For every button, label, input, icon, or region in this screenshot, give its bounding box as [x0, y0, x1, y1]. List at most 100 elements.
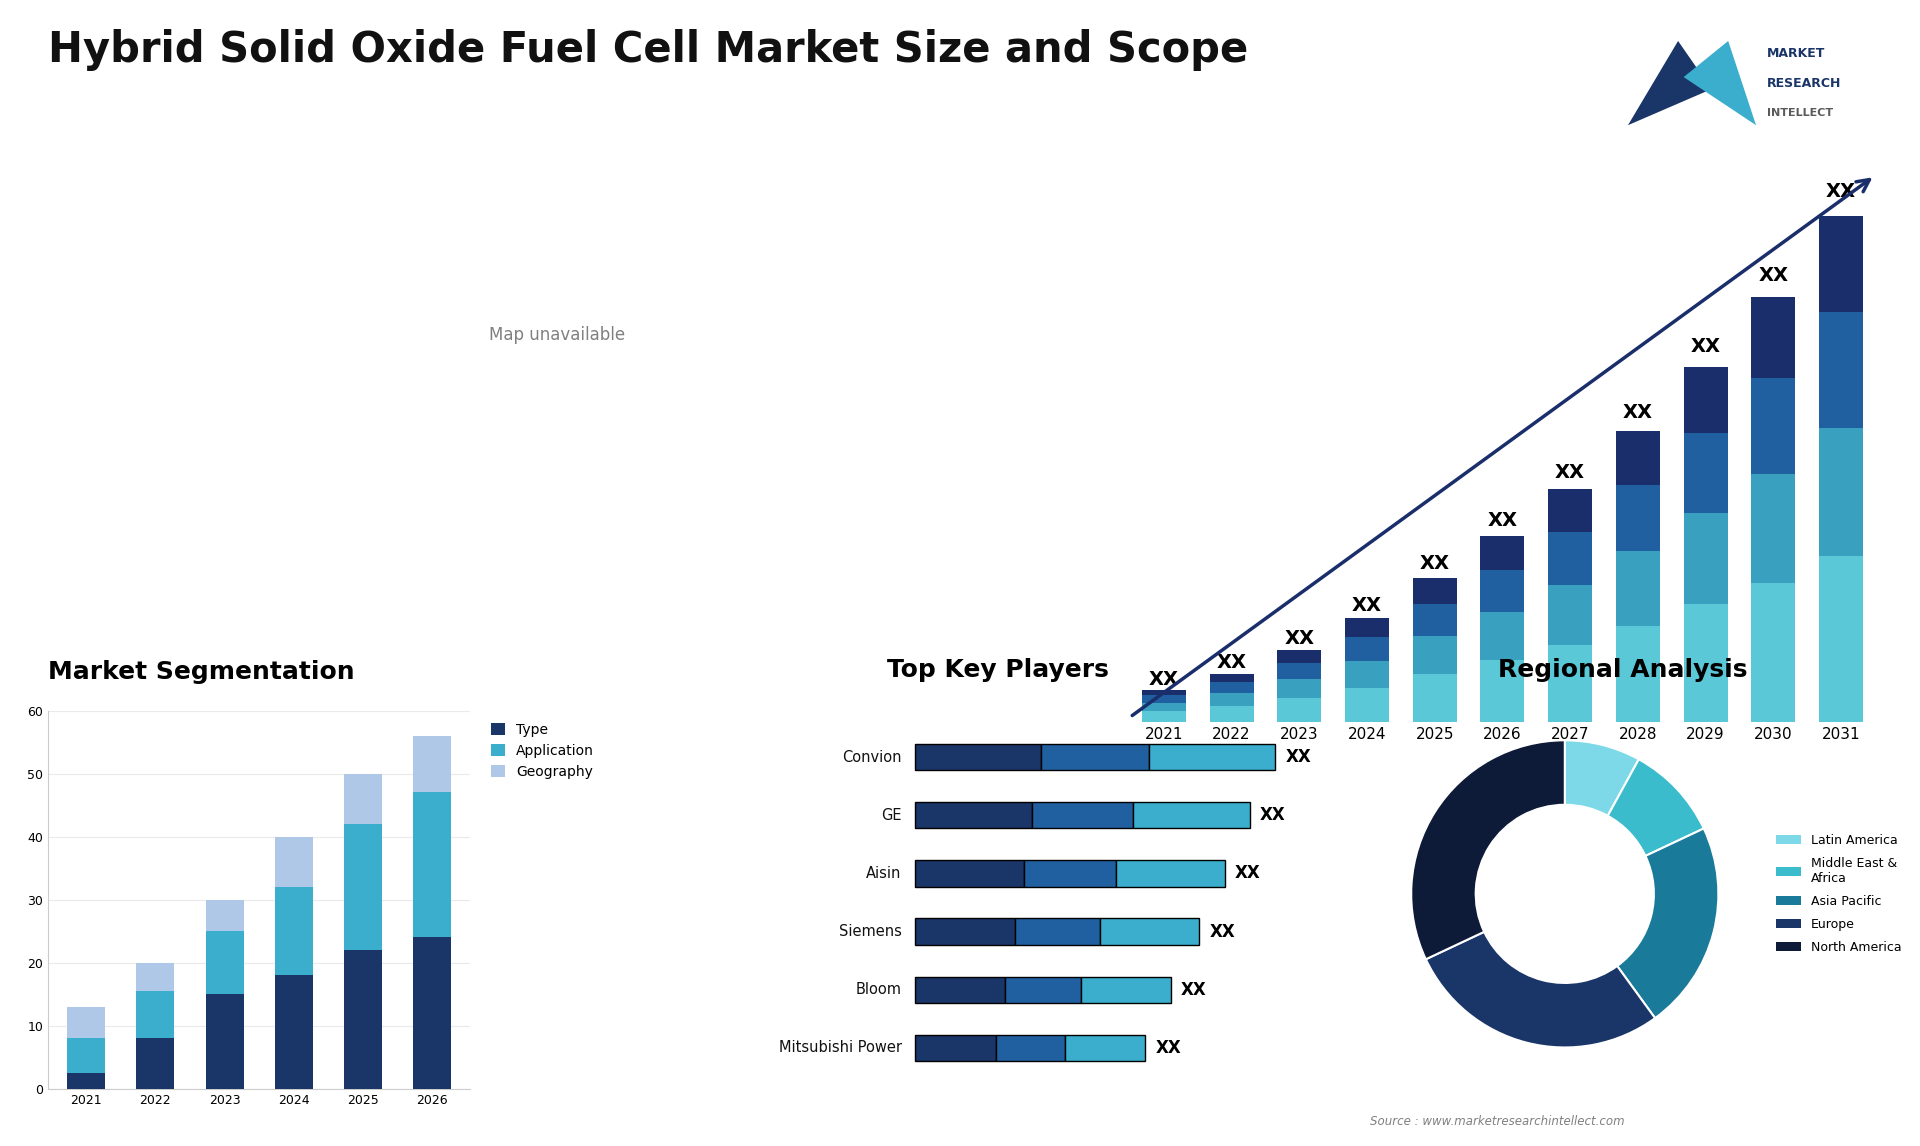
FancyBboxPatch shape — [1066, 1035, 1146, 1061]
Bar — [205, 900, 244, 931]
Bar — [1818, 427, 1862, 556]
Text: Mitsubishi Power: Mitsubishi Power — [780, 1041, 902, 1055]
FancyBboxPatch shape — [1016, 918, 1100, 944]
Bar — [1277, 650, 1321, 664]
Bar — [1277, 664, 1321, 680]
Text: Hybrid Solid Oxide Fuel Cell Market Size and Scope: Hybrid Solid Oxide Fuel Cell Market Size… — [48, 29, 1248, 71]
Text: XX: XX — [1284, 629, 1315, 649]
Bar — [344, 774, 382, 824]
Text: XX: XX — [1555, 463, 1586, 481]
FancyBboxPatch shape — [1116, 861, 1225, 887]
Bar — [1210, 682, 1254, 693]
Bar — [1480, 612, 1524, 660]
FancyBboxPatch shape — [916, 861, 1023, 887]
Bar — [67, 1073, 106, 1089]
Text: XX: XX — [1217, 653, 1246, 673]
Bar — [1210, 706, 1254, 722]
Bar — [67, 1038, 106, 1073]
Bar — [1548, 532, 1592, 586]
Bar — [1346, 661, 1388, 688]
Text: Market Segmentation: Market Segmentation — [48, 660, 355, 684]
Bar — [1617, 431, 1659, 485]
Bar — [1751, 473, 1795, 583]
Wedge shape — [1565, 740, 1640, 816]
Bar — [1346, 637, 1388, 661]
Bar — [275, 837, 313, 887]
FancyBboxPatch shape — [996, 1035, 1066, 1061]
Text: Aisin: Aisin — [866, 866, 902, 881]
FancyBboxPatch shape — [916, 802, 1033, 829]
Bar — [344, 950, 382, 1089]
Text: INTELLECT: INTELLECT — [1766, 108, 1834, 118]
Bar — [136, 963, 175, 991]
Bar — [1548, 586, 1592, 645]
Bar — [1277, 680, 1321, 698]
Text: XX: XX — [1826, 182, 1857, 201]
Bar — [1413, 578, 1457, 604]
Bar — [205, 994, 244, 1089]
Text: RESEARCH: RESEARCH — [1766, 77, 1841, 89]
Text: MARKET: MARKET — [1766, 47, 1826, 60]
Text: XX: XX — [1759, 266, 1788, 284]
Bar — [1413, 604, 1457, 636]
Bar — [1818, 556, 1862, 722]
Bar — [1142, 712, 1187, 722]
FancyBboxPatch shape — [1148, 744, 1275, 770]
Bar — [1277, 698, 1321, 722]
FancyBboxPatch shape — [916, 976, 1004, 1003]
Bar — [1480, 536, 1524, 570]
Bar — [1210, 674, 1254, 682]
Polygon shape — [1628, 41, 1711, 125]
Legend: Type, Application, Geography: Type, Application, Geography — [486, 717, 599, 785]
Text: XX: XX — [1210, 923, 1235, 941]
Bar — [1684, 604, 1728, 722]
Bar — [1346, 618, 1388, 637]
FancyBboxPatch shape — [1023, 861, 1116, 887]
Bar — [1480, 660, 1524, 722]
Bar — [1617, 485, 1659, 551]
Bar — [136, 1038, 175, 1089]
Bar — [1751, 298, 1795, 378]
Text: XX: XX — [1622, 403, 1653, 423]
Bar — [67, 1006, 106, 1038]
Text: XX: XX — [1156, 1039, 1181, 1057]
Text: XX: XX — [1148, 670, 1179, 689]
Bar — [1142, 702, 1187, 712]
FancyBboxPatch shape — [1041, 744, 1148, 770]
Bar — [1751, 378, 1795, 473]
Bar — [1413, 636, 1457, 674]
Text: XX: XX — [1690, 337, 1720, 356]
Bar — [1818, 313, 1862, 427]
Text: XX: XX — [1352, 596, 1382, 615]
Bar — [1684, 367, 1728, 433]
Text: Convion: Convion — [843, 749, 902, 764]
Text: Regional Analysis: Regional Analysis — [1498, 658, 1747, 682]
Polygon shape — [1684, 41, 1757, 125]
Bar — [1142, 690, 1187, 696]
Wedge shape — [1607, 760, 1703, 856]
Circle shape — [1476, 804, 1653, 983]
Bar — [344, 824, 382, 950]
Bar — [413, 937, 451, 1089]
Text: Siemens: Siemens — [839, 924, 902, 939]
Text: XX: XX — [1419, 555, 1450, 573]
FancyBboxPatch shape — [1081, 976, 1171, 1003]
Text: XX: XX — [1488, 511, 1517, 531]
Bar — [275, 975, 313, 1089]
Text: Top Key Players: Top Key Players — [887, 658, 1110, 682]
Bar — [1346, 688, 1388, 722]
Bar — [1684, 433, 1728, 513]
Bar — [1617, 551, 1659, 626]
Wedge shape — [1617, 829, 1718, 1018]
Text: Source : www.marketresearchintellect.com: Source : www.marketresearchintellect.com — [1371, 1115, 1624, 1129]
Bar — [1548, 645, 1592, 722]
Text: XX: XX — [1260, 807, 1286, 824]
FancyBboxPatch shape — [1004, 976, 1081, 1003]
Bar — [413, 793, 451, 937]
Wedge shape — [1427, 932, 1655, 1047]
FancyBboxPatch shape — [1133, 802, 1250, 829]
Bar — [1142, 696, 1187, 702]
FancyBboxPatch shape — [916, 918, 1016, 944]
Bar — [275, 887, 313, 975]
FancyBboxPatch shape — [1100, 918, 1200, 944]
